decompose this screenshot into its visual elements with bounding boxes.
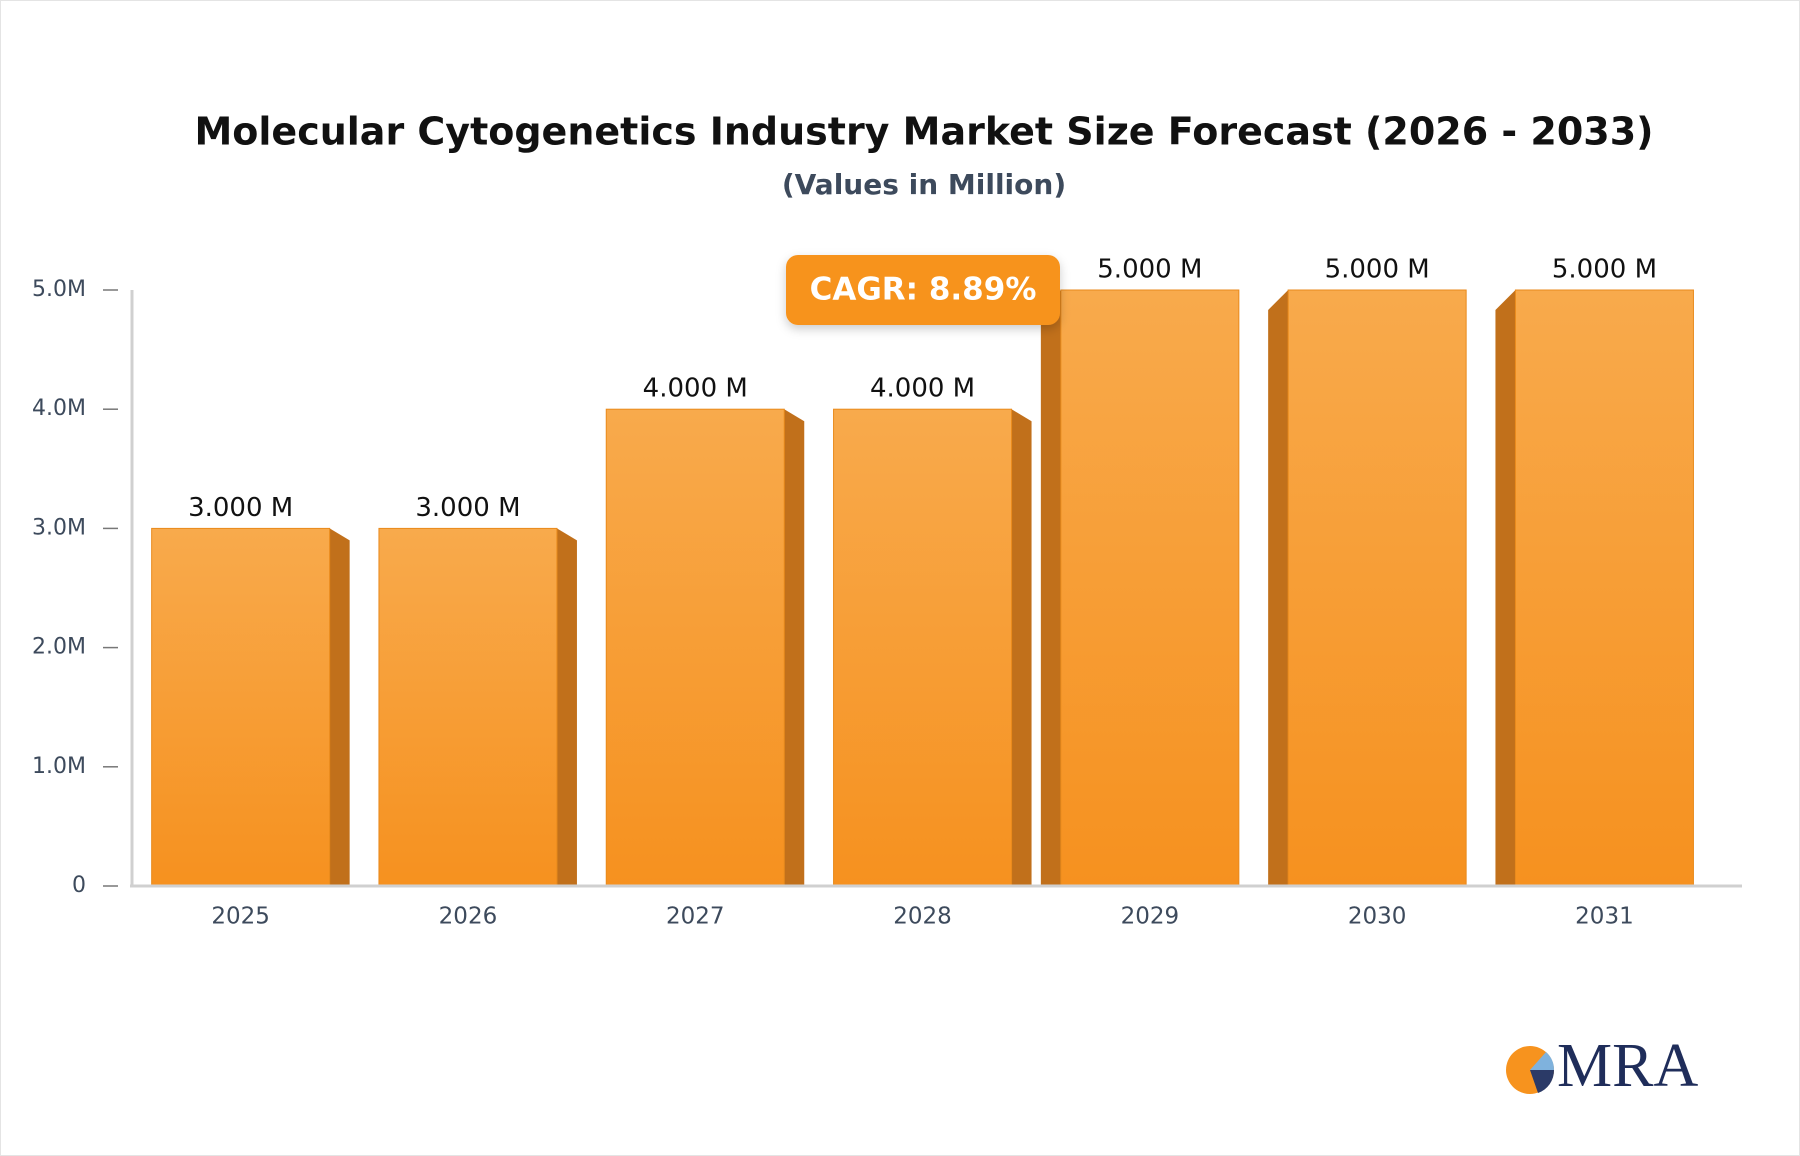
y-tick-label: 4.0M xyxy=(32,396,86,421)
value-label: 4.000 M xyxy=(870,374,975,404)
value-label: 3.000 M xyxy=(415,493,520,523)
bar xyxy=(1287,289,1467,887)
bar xyxy=(151,527,331,887)
bar xyxy=(1060,289,1240,887)
value-label: 5.000 M xyxy=(1097,255,1202,285)
value-label: 5.000 M xyxy=(1325,255,1430,285)
value-label: 3.000 M xyxy=(188,493,293,523)
value-label: 4.000 M xyxy=(643,374,748,404)
bar-side xyxy=(556,528,577,886)
annotation-box xyxy=(786,255,1060,325)
x-tick-label: 2026 xyxy=(439,904,498,930)
bar-side xyxy=(1011,409,1032,886)
logo-slice xyxy=(1530,1070,1555,1093)
x-tick-label: 2025 xyxy=(211,904,270,930)
y-tick-label: 3.0M xyxy=(32,515,86,540)
y-tick-label: 2.0M xyxy=(32,635,86,660)
logo-slice xyxy=(1530,1052,1555,1070)
bar-side xyxy=(1268,290,1289,886)
annotation-background xyxy=(786,255,1060,325)
annotation: CAGR: 8.89% xyxy=(810,272,1037,308)
bar-side xyxy=(1040,290,1061,886)
logo-text: MRA xyxy=(1557,1032,1698,1100)
y-tick-label: 0 xyxy=(72,873,86,898)
bar xyxy=(605,408,785,887)
bar xyxy=(1514,289,1694,887)
x-tick-label: 2030 xyxy=(1348,904,1407,930)
bar-side xyxy=(784,409,805,886)
chart-subtitle: (Values in Million) xyxy=(782,168,1066,201)
bar xyxy=(833,408,1013,887)
y-tick-label: 5.0M xyxy=(32,277,86,302)
bar-side xyxy=(1495,290,1516,886)
bar xyxy=(378,527,558,887)
x-tick-label: 2031 xyxy=(1575,904,1634,930)
bar-side xyxy=(329,528,350,886)
y-tick-label: 1.0M xyxy=(32,754,86,779)
chart-title: Molecular Cytogenetics Industry Market S… xyxy=(194,110,1653,154)
x-tick-label: 2028 xyxy=(893,904,952,930)
logo: MRA xyxy=(1506,1032,1698,1100)
value-label: 5.000 M xyxy=(1552,255,1657,285)
x-tick-label: 2029 xyxy=(1121,904,1180,930)
x-tick-label: 2027 xyxy=(666,904,725,930)
